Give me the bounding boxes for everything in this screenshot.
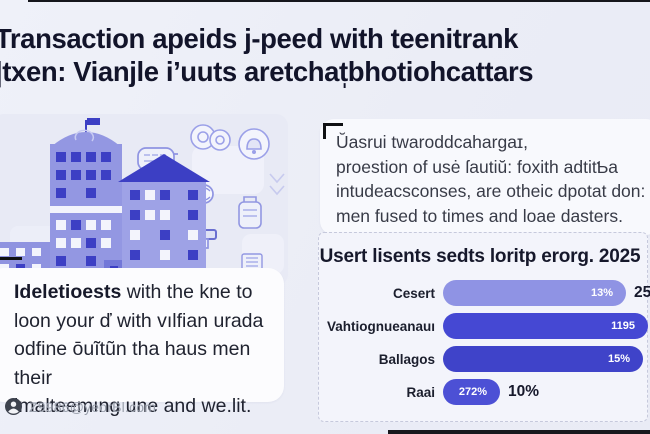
city-illustration (0, 118, 285, 286)
info-card: Ŭasrui twaroddcahargaɪ, proestion of usė… (320, 119, 650, 235)
bar-track: 13% 25% (443, 280, 650, 306)
profile-icon (5, 398, 22, 415)
info-text-line: men fused to times and loae dasters. (336, 205, 623, 226)
bar-label: Cesert (392, 285, 435, 301)
bell-icon (238, 128, 270, 160)
bar-inner-value: 272% (458, 386, 487, 398)
info-text-line: proestion of usė ſautiŭ: foxith adtitƄa (336, 156, 618, 177)
bar-track: 1195 15% (443, 313, 650, 339)
bar-outer-value: 25% (634, 284, 650, 301)
bar-row: Raai 272% 10% (327, 379, 647, 405)
bar: 1195 (443, 313, 648, 339)
note-card: Ideletioests with the kne to loon your ď… (0, 268, 284, 417)
bar-outer-value: 10% (508, 383, 540, 400)
title-line-1: Transaction apeids j-peed with teenitran… (0, 23, 519, 54)
chart-card: Usert lisents sedts loritp erorg. 2025 C… (318, 232, 650, 422)
bag-icon (238, 196, 262, 229)
page-title: Transaction apeids j-peed with teenitran… (0, 22, 635, 88)
info-text-line: intudeacsconses, are otheic dpotat don: (336, 181, 646, 201)
bar-track: 15% 15% (443, 346, 650, 372)
buildings (0, 118, 210, 286)
bar-label: Raai (406, 384, 435, 400)
bar-inner-value: 15% (607, 353, 630, 365)
note-text: Ideletioests with the kne to loon your ď… (0, 268, 284, 421)
title-line-2: |txen: Vianjle i’uuts aretchat̩bhotiohca… (0, 56, 534, 87)
bar-inner-value: 13% (590, 287, 613, 299)
bar: 15% (443, 346, 643, 372)
info-text: Ŭasrui twaroddcahargaɪ, proestion of usė… (320, 119, 650, 228)
bar: 272% (443, 379, 500, 405)
footer-email: Z9986@yeorBl.com (29, 398, 157, 415)
bar-track: 272% 10% (443, 379, 647, 405)
note-dash-icon (0, 257, 22, 260)
note-text-line: imalteemıng une and we.lit. (14, 395, 252, 417)
note-text-line: Ideletioests with the kne to (14, 278, 276, 307)
note-lead: Ideletioests (14, 281, 122, 303)
bar-label: Ballagos (378, 351, 435, 367)
bar-row: Cesert 13% 25% (327, 280, 650, 306)
chevron-doodle-icon (269, 173, 285, 196)
footer: Z9986@yeorBl.com (5, 398, 156, 415)
bar: 13% (443, 280, 626, 306)
top-border-line (28, 0, 650, 2)
bar-inner-value: 1195 (611, 320, 635, 332)
bar-row: Ballagos 15% 15% (327, 346, 647, 372)
note-line1-rest: with the kne to (121, 281, 253, 303)
illustration-card (0, 114, 288, 286)
chart-title: Usert lisents sedts loritp erorg. 2025 (319, 246, 641, 267)
bar-label: Vahtiognueanauı (327, 318, 436, 334)
note-text-line: odfine ōuĩtũn tha haus men their (14, 338, 251, 389)
note-text-line: loon your ď with vılfian urada (14, 309, 264, 332)
doodle-circles-icon (190, 124, 231, 151)
bottom-border-line (388, 430, 650, 434)
bar-row: Vahtiognueanauı 1195 15% (327, 313, 650, 339)
info-text-line: Ŭasrui twaroddcahargaɪ, (336, 132, 529, 152)
corner-bracket-icon (323, 123, 343, 139)
